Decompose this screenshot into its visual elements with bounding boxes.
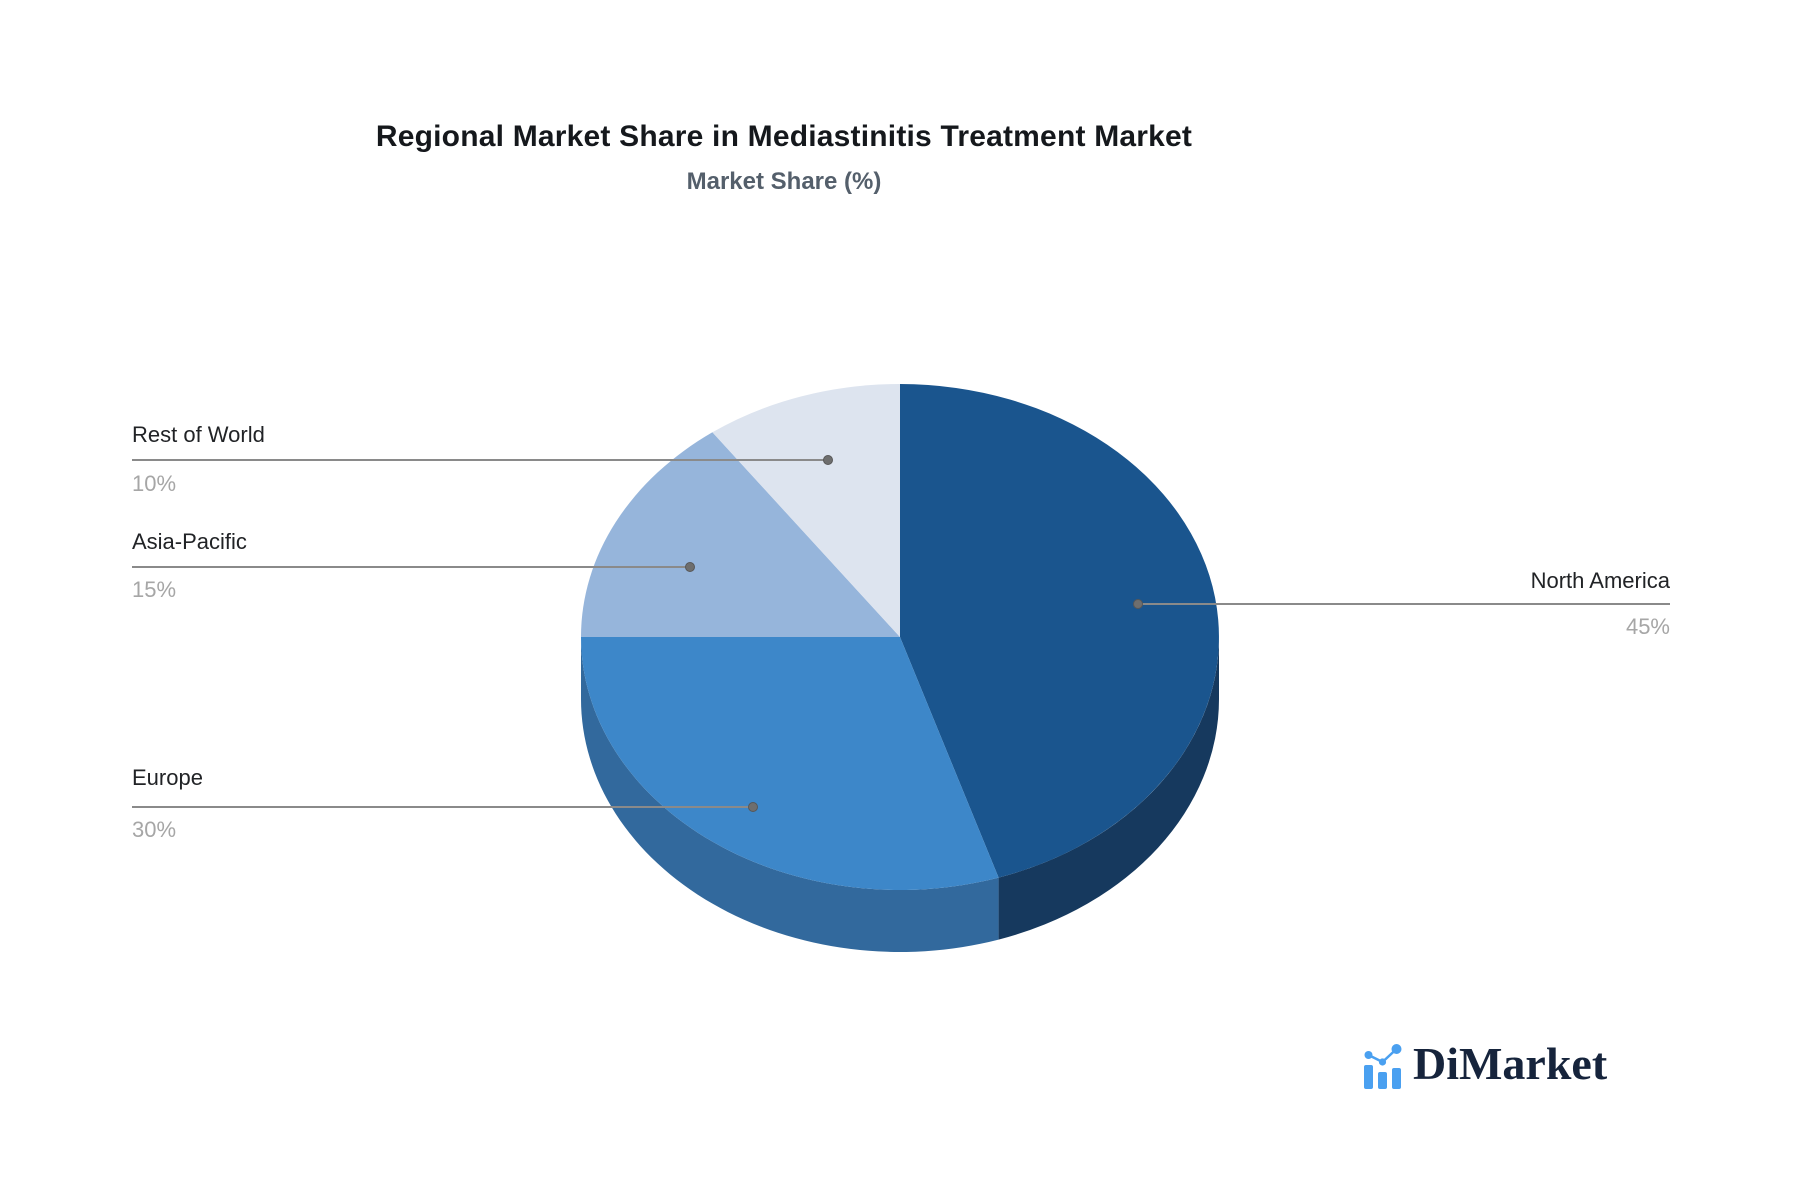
pie-rim-north-america xyxy=(998,637,1219,940)
leader-dot-europe xyxy=(748,802,758,812)
leader-line-rest-of-world xyxy=(132,455,833,465)
value-asia-pacific: 15% xyxy=(132,577,177,602)
leader-dot-asia-pacific xyxy=(685,562,695,572)
value-north-america: 45% xyxy=(1625,614,1670,639)
label-asia-pacific: Asia-Pacific xyxy=(132,529,247,554)
pie-slice-rest-of-world[interactable] xyxy=(712,383,900,637)
label-north-america: North America xyxy=(1530,568,1670,593)
chart-subtitle: Market Share (%) xyxy=(686,168,882,195)
pie-slice-north-america[interactable] xyxy=(900,384,1219,878)
pie-slice-asia-pacific[interactable] xyxy=(581,432,900,637)
label-rest-of-world: Rest of World xyxy=(132,422,265,447)
leader-dot-rest-of-world xyxy=(823,455,833,465)
pie-rim-europe xyxy=(581,637,999,952)
leader-line-europe xyxy=(132,802,758,812)
leader-line-north-america xyxy=(1133,599,1670,609)
label-europe: Europe xyxy=(132,765,203,790)
brand-name: DiMarket xyxy=(1413,1038,1608,1089)
leader-line-asia-pacific xyxy=(132,562,695,572)
value-rest-of-world: 10% xyxy=(132,471,177,496)
value-europe: 30% xyxy=(132,817,177,842)
chart-title: Regional Market Share in Mediastinitis T… xyxy=(375,120,1193,153)
leader-dot-north-america xyxy=(1133,599,1143,609)
bar-line-chart-icon xyxy=(1364,1044,1402,1089)
pie-slice-europe[interactable] xyxy=(581,637,999,890)
brand-logo[interactable]: DiMarket xyxy=(1363,1034,1643,1098)
